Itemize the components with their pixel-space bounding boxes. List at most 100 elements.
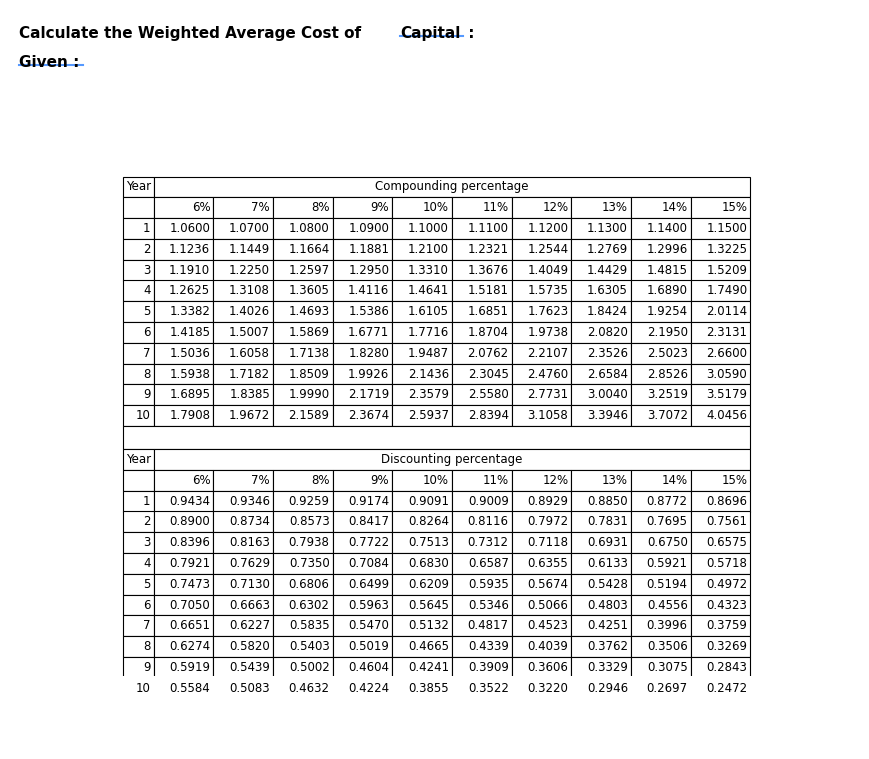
Text: 0.7118: 0.7118 [527,536,567,550]
Text: 3: 3 [143,263,150,276]
Text: 1.4049: 1.4049 [527,263,567,276]
Bar [332,512,392,532]
Text: 1.4429: 1.4429 [586,263,627,276]
Text: 0.3522: 0.3522 [468,682,508,694]
Bar [273,512,332,532]
Bar [213,678,273,698]
Bar [154,239,213,260]
Text: 0.8396: 0.8396 [169,536,210,550]
Text: 0.8900: 0.8900 [169,515,210,528]
Text: 11%: 11% [482,474,508,487]
Bar [213,218,273,239]
Bar [571,385,630,405]
Bar [571,594,630,616]
Bar [511,364,571,385]
Text: 0.5835: 0.5835 [289,619,329,632]
Bar [511,470,571,491]
Bar [123,678,154,698]
Text: 3.2519: 3.2519 [646,389,687,402]
Bar [332,197,392,218]
Text: 1.3382: 1.3382 [169,305,210,318]
Bar [213,594,273,616]
Bar [213,301,273,322]
Bar [630,322,690,343]
Bar [154,449,750,470]
Text: 0.4251: 0.4251 [587,619,627,632]
Text: 0.5403: 0.5403 [289,640,329,653]
Text: 0.5584: 0.5584 [169,682,210,694]
Bar [123,301,154,322]
Text: 0.6133: 0.6133 [587,557,627,570]
Text: 0.8696: 0.8696 [706,495,746,508]
Text: Capital: Capital [400,26,460,41]
Bar [213,260,273,281]
Bar [332,364,392,385]
Bar [332,322,392,343]
Text: 0.7050: 0.7050 [169,599,210,612]
Bar [273,322,332,343]
Bar [273,405,332,426]
Bar [511,260,571,281]
Bar [511,616,571,636]
Text: 7: 7 [143,347,150,360]
Text: 1.4815: 1.4815 [646,263,687,276]
Text: 0.9346: 0.9346 [229,495,269,508]
Bar [690,594,750,616]
Text: 2.5023: 2.5023 [646,347,687,360]
Bar [392,553,452,574]
Text: 0.7972: 0.7972 [527,515,567,528]
Bar [630,281,690,301]
Text: 10%: 10% [422,474,448,487]
Bar [273,532,332,553]
Bar [273,491,332,512]
Bar [392,594,452,616]
Bar [452,260,511,281]
Text: 0.5428: 0.5428 [587,578,627,591]
Bar [273,553,332,574]
Text: 0.7350: 0.7350 [289,557,329,570]
Text: 0.6227: 0.6227 [229,619,269,632]
Text: 2.0820: 2.0820 [587,326,627,339]
Text: 1.1910: 1.1910 [169,263,210,276]
Bar [123,260,154,281]
Bar [332,657,392,678]
Bar [452,218,511,239]
Bar [452,322,511,343]
Bar [630,239,690,260]
Text: 1.2544: 1.2544 [527,243,567,256]
Text: 10: 10 [136,682,150,694]
Bar [123,426,750,449]
Bar [452,678,511,698]
Bar [332,678,392,698]
Text: 0.8417: 0.8417 [348,515,388,528]
Bar [332,553,392,574]
Text: 1.3225: 1.3225 [706,243,746,256]
Text: 9%: 9% [370,201,388,214]
Bar [154,616,213,636]
Text: 2.5937: 2.5937 [408,409,448,422]
Text: 1.3605: 1.3605 [289,285,329,298]
Text: 0.8850: 0.8850 [587,495,627,508]
Bar [452,616,511,636]
Bar [452,636,511,657]
Bar [690,678,750,698]
Text: 0.7695: 0.7695 [646,515,687,528]
Text: 0.5718: 0.5718 [706,557,746,570]
Text: Given :: Given : [19,55,79,70]
Text: 15%: 15% [720,474,746,487]
Text: 0.7130: 0.7130 [229,578,269,591]
Bar [511,197,571,218]
Text: Discounting percentage: Discounting percentage [381,453,522,466]
Text: 1.5938: 1.5938 [169,367,210,380]
Bar [452,343,511,364]
Bar [690,197,750,218]
Text: Year: Year [125,453,150,466]
Text: 1.6895: 1.6895 [169,389,210,402]
Text: 1.1236: 1.1236 [169,243,210,256]
Text: 0.5194: 0.5194 [646,578,687,591]
Bar [392,364,452,385]
Text: 3.3946: 3.3946 [587,409,627,422]
Text: 0.6806: 0.6806 [289,578,329,591]
Bar [332,636,392,657]
Text: 3.0590: 3.0590 [706,367,746,380]
